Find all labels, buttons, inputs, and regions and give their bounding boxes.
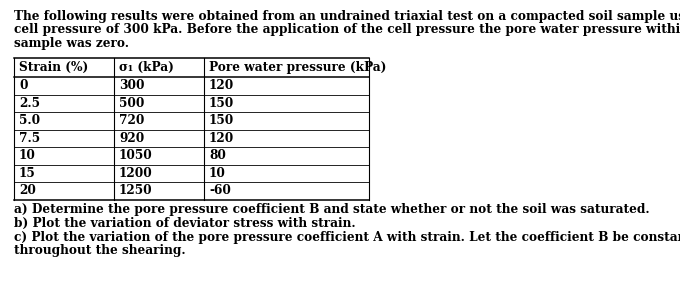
Text: 2.5: 2.5: [19, 97, 40, 110]
Text: -60: -60: [209, 184, 231, 197]
Text: σ₁ (kPa): σ₁ (kPa): [119, 61, 174, 74]
Text: throughout the shearing.: throughout the shearing.: [14, 244, 186, 257]
Text: cell pressure of 300 kPa. Before the application of the cell pressure the pore w: cell pressure of 300 kPa. Before the app…: [14, 24, 680, 36]
Text: 0: 0: [19, 79, 27, 92]
Text: 5.0: 5.0: [19, 114, 40, 127]
Text: 150: 150: [209, 97, 234, 110]
Text: 120: 120: [209, 132, 234, 145]
Text: 80: 80: [209, 149, 226, 162]
Text: Strain (%): Strain (%): [19, 61, 88, 74]
Text: 120: 120: [209, 79, 234, 92]
Text: 1250: 1250: [119, 184, 152, 197]
Text: b) Plot the variation of deviator stress with strain.: b) Plot the variation of deviator stress…: [14, 217, 356, 230]
Text: 7.5: 7.5: [19, 132, 40, 145]
Text: 720: 720: [119, 114, 144, 127]
Text: 1200: 1200: [119, 167, 153, 180]
Text: Pore water pressure (kPa): Pore water pressure (kPa): [209, 61, 386, 74]
Text: The following results were obtained from an undrained triaxial test on a compact: The following results were obtained from…: [14, 10, 680, 23]
Text: 10: 10: [19, 149, 36, 162]
Text: 920: 920: [119, 132, 144, 145]
Text: c) Plot the variation of the pore pressure coefficient A with strain. Let the co: c) Plot the variation of the pore pressu…: [14, 231, 680, 243]
Text: 10: 10: [209, 167, 226, 180]
Text: a) Determine the pore pressure coefficient B and state whether or not the soil w: a) Determine the pore pressure coefficie…: [14, 204, 649, 216]
Text: 20: 20: [19, 184, 36, 197]
Text: 15: 15: [19, 167, 36, 180]
Text: 500: 500: [119, 97, 144, 110]
Text: 1050: 1050: [119, 149, 153, 162]
Text: 150: 150: [209, 114, 234, 127]
Text: 300: 300: [119, 79, 144, 92]
Text: sample was zero.: sample was zero.: [14, 37, 129, 50]
